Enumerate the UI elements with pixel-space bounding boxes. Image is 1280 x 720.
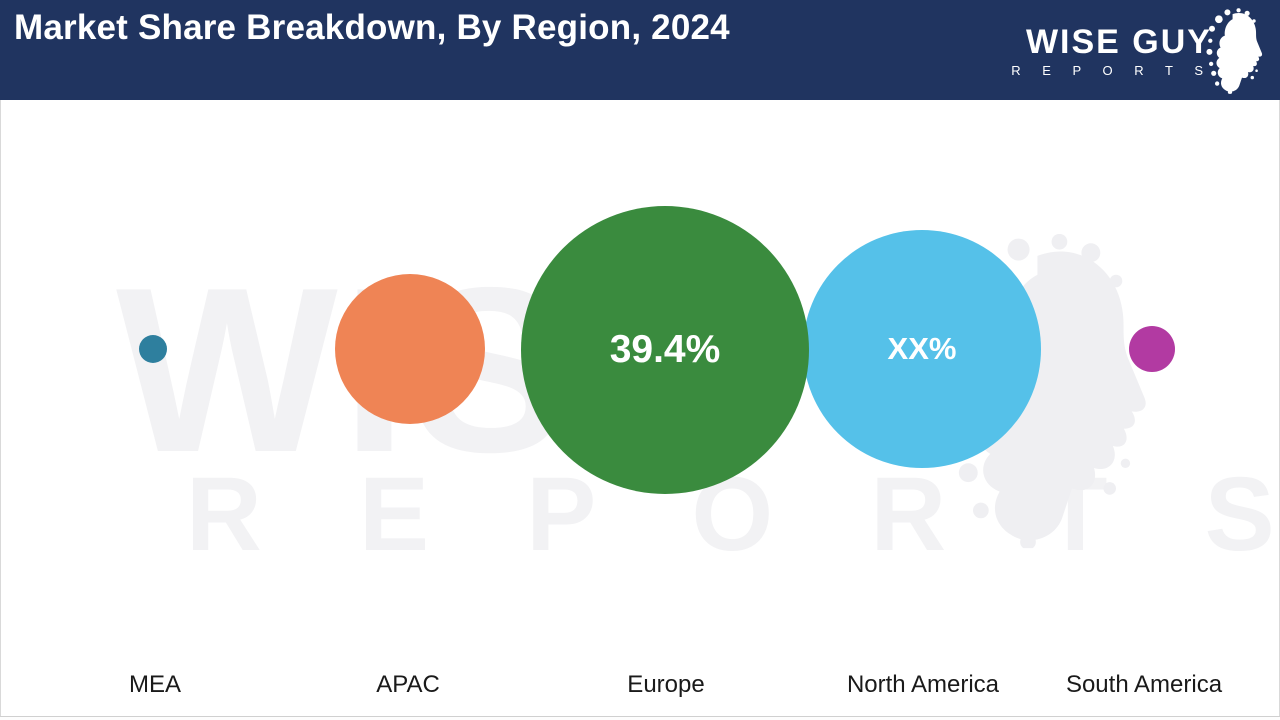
category-label-apac: APAC [376, 671, 440, 698]
brand-subtitle: R E P O R T S [1011, 63, 1212, 79]
category-label-north-america: North America [846, 671, 1000, 698]
page-title: Market Share Breakdown, By Region, 2024 [14, 8, 730, 47]
category-label-mea: MEA [128, 671, 182, 698]
bubble-europe: 39.4% [521, 206, 809, 494]
category-label-south-america: South America [1065, 671, 1223, 698]
bottom-border [0, 716, 1280, 720]
header: Market Share Breakdown, By Region, 2024 … [0, 0, 1280, 100]
bubble-apac [335, 274, 485, 424]
brand-text: WISE GUY R E P O R T S [1011, 22, 1212, 79]
wise-guy-head-icon [1206, 8, 1266, 94]
bubble-south-america [1129, 326, 1175, 372]
bubble-north-america: XX% [803, 230, 1041, 468]
category-label-europe: Europe [627, 671, 705, 698]
brand-logo: WISE GUY R E P O R T S [1011, 8, 1266, 94]
bubble-mea [139, 335, 167, 363]
brand-name: WISE GUY [1025, 22, 1212, 61]
